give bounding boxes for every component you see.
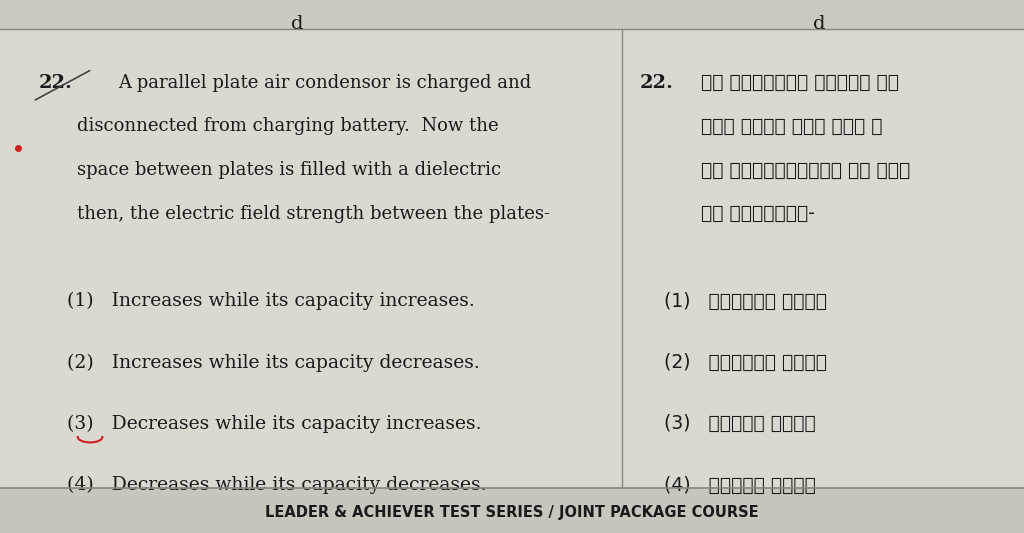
Text: एक समान्तर प्लेट सं: एक समान्तर प्लेट सं xyxy=(701,73,899,92)
Text: 22.: 22. xyxy=(39,74,73,92)
Bar xyxy=(0,488,1024,533)
Text: disconnected from charging battery.  Now the: disconnected from charging battery. Now … xyxy=(77,117,499,135)
Text: 22.: 22. xyxy=(640,74,674,92)
Text: (1)   Increases while its capacity increases.: (1) Increases while its capacity increas… xyxy=(67,292,474,310)
Text: (2)   Increases while its capacity decreases.: (2) Increases while its capacity decreas… xyxy=(67,353,479,372)
Text: (2)   बढ़ेगी जबकि: (2) बढ़ेगी जबकि xyxy=(664,353,826,372)
Text: A parallel plate air condensor is charged and: A parallel plate air condensor is charge… xyxy=(118,74,531,92)
Text: d: d xyxy=(291,15,303,33)
Text: (3)   घटेगी जबकि: (3) घटेगी जबकि xyxy=(664,414,815,433)
Text: space between plates is filled with a dielectric: space between plates is filled with a di… xyxy=(77,161,501,179)
Text: LEADER & ACHIEVER TEST SERIES / JOINT PACKAGE COURSE: LEADER & ACHIEVER TEST SERIES / JOINT PA… xyxy=(265,505,759,520)
Text: (1)   बढ़ेगी जबकि: (1) बढ़ेगी जबकि xyxy=(664,292,826,311)
Text: (4)   Decreases while its capacity decreases.: (4) Decreases while its capacity decreas… xyxy=(67,476,486,494)
Text: को परावैद्युत से भरा: को परावैद्युत से भरा xyxy=(701,160,910,180)
Bar xyxy=(0,0,1024,29)
Text: हटा दिया गया है। अ: हटा दिया गया है। अ xyxy=(701,117,883,136)
Text: (4)   घटेगी जबकि: (4) घटेगी जबकि xyxy=(664,475,815,495)
Text: then, the electric field strength between the plates-: then, the electric field strength betwee… xyxy=(77,205,550,223)
Text: (3)   Decreases while its capacity increases.: (3) Decreases while its capacity increas… xyxy=(67,415,481,433)
Text: की तीव्रता-: की तीव्रता- xyxy=(701,204,815,223)
Text: d: d xyxy=(813,15,825,33)
